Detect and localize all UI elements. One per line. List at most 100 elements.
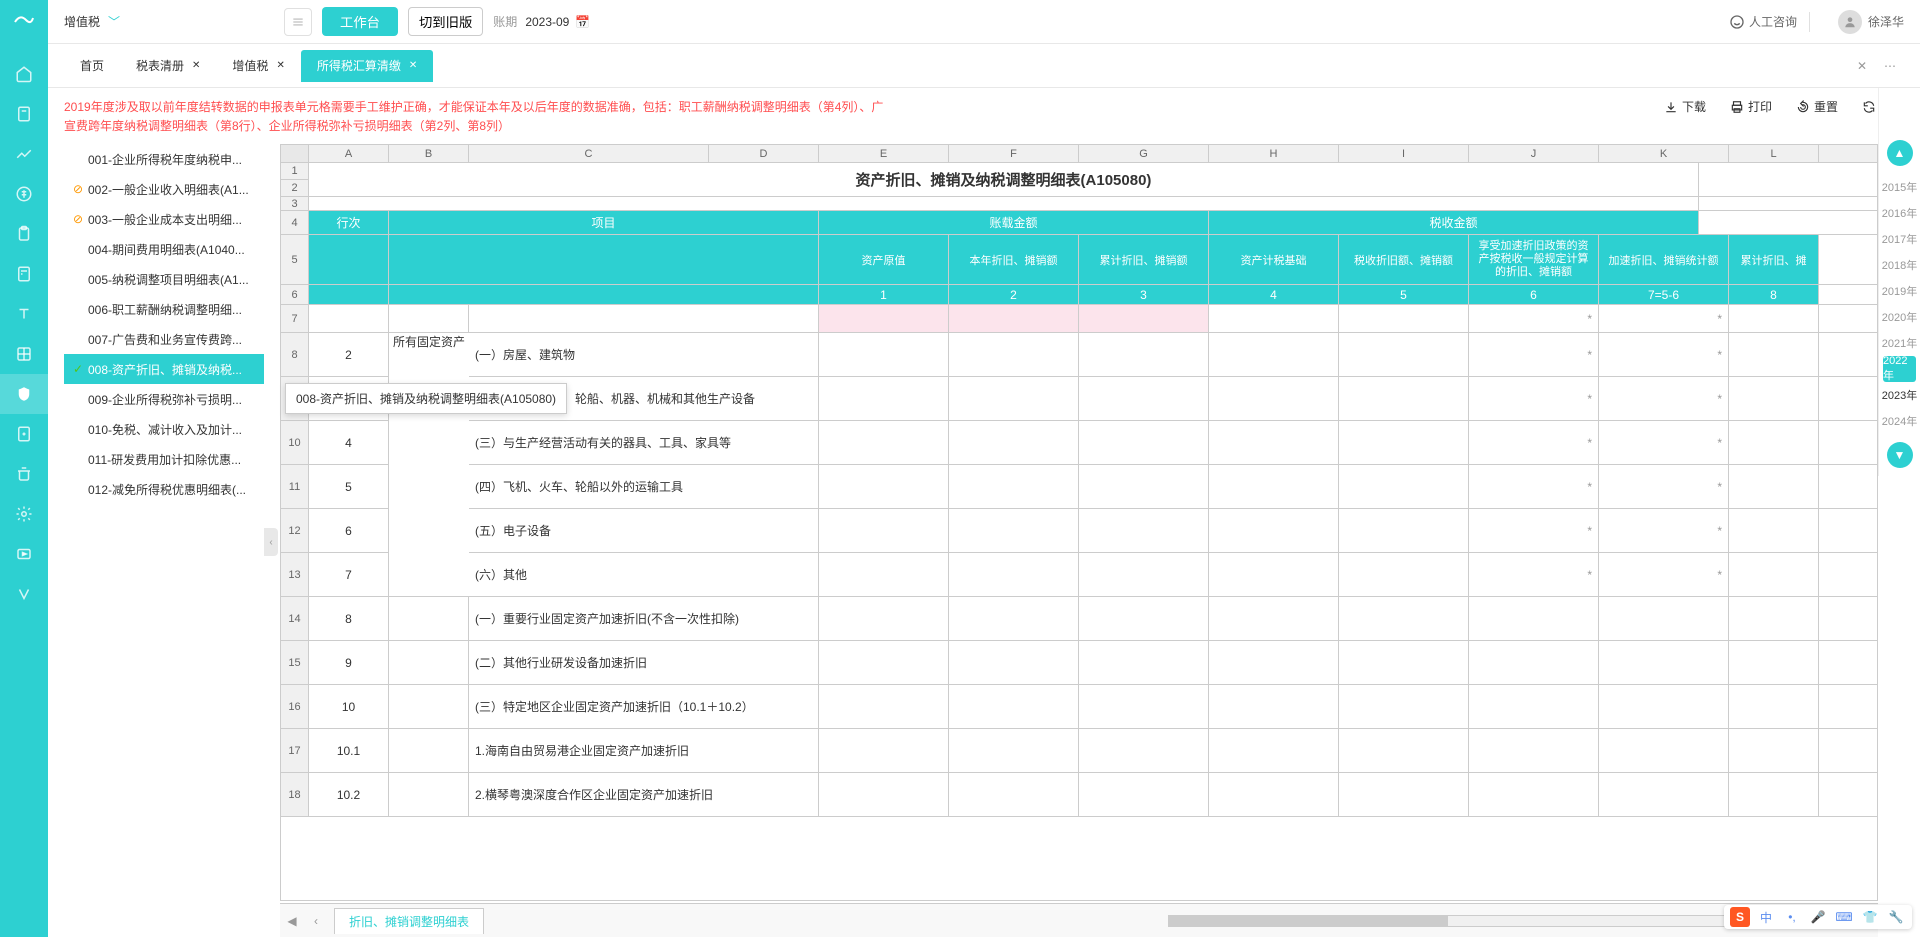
support-link[interactable]: 人工咨询 xyxy=(1729,13,1797,30)
year-item[interactable]: 2022年 xyxy=(1883,356,1916,382)
main-tab[interactable]: 增值税✕ xyxy=(216,50,300,82)
form-list-item[interactable]: 007-广告费和业务宣传费跨... xyxy=(64,324,264,354)
ime-punct-icon[interactable]: •, xyxy=(1782,907,1802,927)
col-header[interactable]: H xyxy=(1209,145,1339,162)
nav-home-icon[interactable] xyxy=(0,54,48,94)
col-header[interactable]: L xyxy=(1729,145,1819,162)
download-button[interactable]: 下载 xyxy=(1664,98,1706,115)
row-header[interactable]: 6 xyxy=(281,285,309,304)
period-value[interactable]: 2023-09 xyxy=(525,15,569,29)
line-number[interactable]: 8 xyxy=(309,597,389,640)
nav-tax-icon[interactable] xyxy=(0,374,48,414)
ime-keyboard-icon[interactable]: ⌨ xyxy=(1834,907,1854,927)
line-number[interactable]: 6 xyxy=(309,509,389,552)
form-list-item[interactable]: 006-职工薪酬纳税调整明细... xyxy=(64,294,264,324)
col-header[interactable]: B xyxy=(389,145,469,162)
line-number[interactable]: 10.2 xyxy=(309,773,389,816)
year-down-icon[interactable]: ▼ xyxy=(1887,442,1913,468)
tab-close-icon[interactable]: ✕ xyxy=(409,60,417,71)
row-header[interactable]: 4 xyxy=(281,211,309,234)
year-item[interactable]: 2021年 xyxy=(1879,330,1920,356)
line-number[interactable]: 10.1 xyxy=(309,729,389,772)
line-number[interactable]: 2 xyxy=(309,333,389,376)
nav-archive-icon[interactable] xyxy=(0,454,48,494)
form-list-item[interactable]: 001-企业所得税年度纳税申... xyxy=(64,144,264,174)
form-list-item[interactable]: 004-期间费用明细表(A1040... xyxy=(64,234,264,264)
row-header[interactable]: 17 xyxy=(281,729,309,772)
form-list-item[interactable]: 009-企业所得税弥补亏损明... xyxy=(64,384,264,414)
row-header[interactable]: 15 xyxy=(281,641,309,684)
row-header[interactable]: 12 xyxy=(281,509,309,552)
project-name[interactable]: (一）重要行业固定资产加速折旧(不含一次性扣除) xyxy=(469,597,819,640)
form-list-item[interactable]: ⊘003-一般企业成本支出明细... xyxy=(64,204,264,234)
cell[interactable] xyxy=(309,197,1699,210)
year-item[interactable]: 2017年 xyxy=(1879,226,1920,252)
row-header[interactable]: 7 xyxy=(281,305,309,332)
line-number[interactable]: 9 xyxy=(309,641,389,684)
row-header[interactable]: 14 xyxy=(281,597,309,640)
print-button[interactable]: 打印 xyxy=(1730,98,1772,115)
project-name[interactable]: (一）房屋、建筑物 xyxy=(469,333,819,376)
year-item[interactable]: 2016年 xyxy=(1879,200,1920,226)
ime-lang-icon[interactable]: 中 xyxy=(1756,907,1776,927)
main-tab[interactable]: 税表清册✕ xyxy=(120,50,216,82)
year-item[interactable]: 2018年 xyxy=(1879,252,1920,278)
row-header[interactable]: 12 xyxy=(281,163,309,196)
year-item[interactable]: 2023年 xyxy=(1879,382,1920,408)
row-header[interactable]: 5 xyxy=(281,235,309,284)
nav-export-icon[interactable] xyxy=(0,414,48,454)
nav-doc-icon[interactable] xyxy=(0,94,48,134)
form-list-item[interactable]: ✓008-资产折旧、摊销及纳税... xyxy=(64,354,264,384)
nav-t-icon[interactable] xyxy=(0,294,48,334)
sheet-nav-prev[interactable]: ‹ xyxy=(304,914,328,928)
col-header[interactable]: I xyxy=(1339,145,1469,162)
line-number[interactable]: 5 xyxy=(309,465,389,508)
year-item[interactable]: 2020年 xyxy=(1879,304,1920,330)
year-item[interactable]: 2024年 xyxy=(1879,408,1920,434)
row-header[interactable]: 10 xyxy=(281,421,309,464)
project-name[interactable]: (三）与生产经营活动有关的器具、工具、家具等 xyxy=(469,421,819,464)
nav-money-icon[interactable] xyxy=(0,174,48,214)
nav-clipboard-icon[interactable] xyxy=(0,214,48,254)
year-up-icon[interactable]: ▲ xyxy=(1887,140,1913,166)
main-tab[interactable]: 所得税汇算清缴✕ xyxy=(301,50,433,82)
ime-mic-icon[interactable]: 🎤 xyxy=(1808,907,1828,927)
line-number[interactable]: 10 xyxy=(309,685,389,728)
row-header[interactable]: 3 xyxy=(281,197,309,210)
nav-v-icon[interactable] xyxy=(0,574,48,614)
col-header[interactable]: C xyxy=(469,145,709,162)
tab-more-icon[interactable]: ⋯ xyxy=(1876,52,1904,80)
year-item[interactable]: 2015年 xyxy=(1879,174,1920,200)
sheet-nav-first[interactable]: ◀ xyxy=(280,914,304,928)
row-header[interactable]: 16 xyxy=(281,685,309,728)
tab-close-icon[interactable]: ✕ xyxy=(276,60,284,71)
line-number[interactable]: 4 xyxy=(309,421,389,464)
form-list-item[interactable]: 012-减免所得税优惠明细表(... xyxy=(64,474,264,504)
col-header[interactable]: D xyxy=(709,145,819,162)
list-icon-button[interactable] xyxy=(284,8,312,36)
row-header[interactable]: 13 xyxy=(281,553,309,596)
col-header[interactable]: E xyxy=(819,145,949,162)
nav-grid-icon[interactable] xyxy=(0,334,48,374)
form-list-item[interactable]: 011-研发费用加计扣除优惠... xyxy=(64,444,264,474)
col-header[interactable]: K xyxy=(1599,145,1729,162)
form-list-item[interactable]: 005-纳税调整项目明细表(A1... xyxy=(64,264,264,294)
ime-skin-icon[interactable]: 👕 xyxy=(1860,907,1880,927)
calendar-icon[interactable]: 📅 xyxy=(575,15,590,29)
ime-logo-icon[interactable]: S xyxy=(1730,907,1750,927)
ime-settings-icon[interactable]: 🔧 xyxy=(1886,907,1906,927)
corner-cell[interactable] xyxy=(281,145,309,162)
project-name[interactable]: (四）飞机、火车、轮船以外的运输工具 xyxy=(469,465,819,508)
row-header[interactable]: 8 xyxy=(281,333,309,376)
form-list-item[interactable]: 010-免税、减计收入及加计... xyxy=(64,414,264,444)
year-item[interactable]: 2019年 xyxy=(1879,278,1920,304)
row-header[interactable]: 11 xyxy=(281,465,309,508)
user-menu[interactable]: 徐泽华 xyxy=(1838,10,1904,34)
switch-old-button[interactable]: 切到旧版 xyxy=(408,7,483,36)
collapse-handle[interactable]: ‹ xyxy=(264,528,278,556)
sheet-tab[interactable]: 折旧、摊销调整明细表 xyxy=(334,908,484,934)
tab-close-all-icon[interactable]: ✕ xyxy=(1848,52,1876,80)
project-name[interactable]: (六）其他 xyxy=(469,553,819,596)
tab-close-icon[interactable]: ✕ xyxy=(192,60,200,71)
nav-settings-icon[interactable] xyxy=(0,494,48,534)
